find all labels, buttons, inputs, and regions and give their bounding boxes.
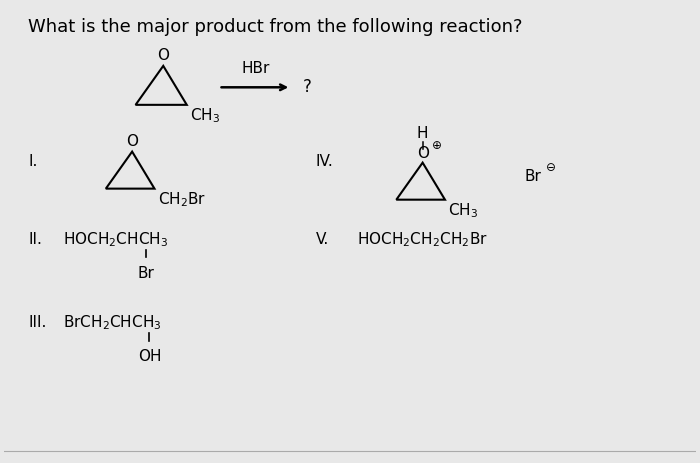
Text: I.: I. [29,154,38,169]
Text: What is the major product from the following reaction?: What is the major product from the follo… [29,19,523,37]
Text: OH: OH [138,349,161,364]
Text: $\mathregular{HOCH_2CH_2CH_2Br}$: $\mathregular{HOCH_2CH_2CH_2Br}$ [357,230,488,249]
Text: $\mathregular{BrCH_2CHCH_3}$: $\mathregular{BrCH_2CHCH_3}$ [63,313,162,332]
Text: H: H [417,126,428,141]
Text: II.: II. [29,232,42,247]
Text: IV.: IV. [316,154,333,169]
Text: III.: III. [29,315,47,330]
Text: O: O [126,134,138,149]
Text: $\mathregular{CH_3}$: $\mathregular{CH_3}$ [190,106,220,125]
Text: V.: V. [316,232,329,247]
Text: $\mathregular{HOCH_2CHCH_3}$: $\mathregular{HOCH_2CHCH_3}$ [63,230,168,249]
Text: $\mathregular{CH_3}$: $\mathregular{CH_3}$ [449,201,479,219]
Text: $\mathregular{CH_2Br}$: $\mathregular{CH_2Br}$ [158,190,206,209]
Text: ⊕: ⊕ [433,139,442,152]
Text: HBr: HBr [241,61,270,76]
Text: Br: Br [137,266,155,281]
Text: O: O [416,146,428,161]
Text: ?: ? [303,78,312,96]
Text: O: O [158,48,169,63]
Text: ⊖: ⊖ [546,161,556,175]
Text: Br: Br [524,169,541,184]
